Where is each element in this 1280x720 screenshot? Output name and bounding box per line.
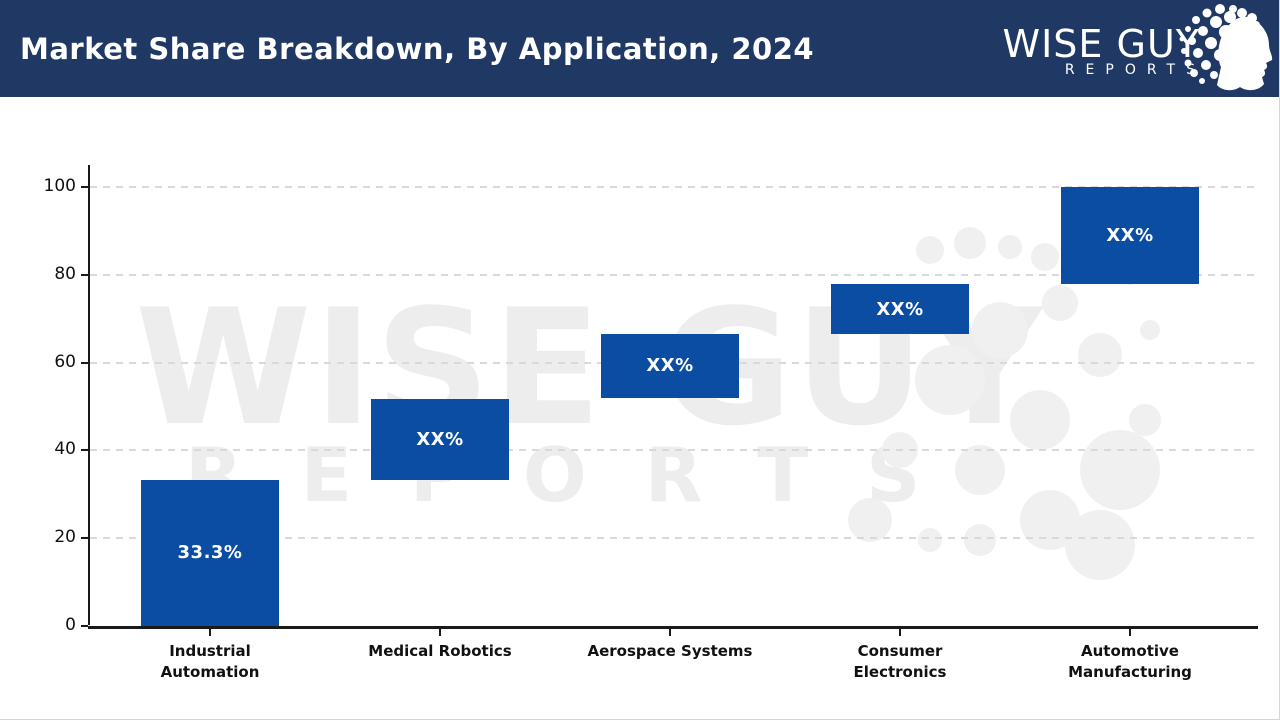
y-axis-line [88,165,90,625]
y-tick-60 [81,361,88,364]
bar-segment: XX% [831,284,969,334]
x-category-label: Consumer Electronics [853,642,947,681]
bar-value-label: 33.3% [177,542,243,564]
y-tick-0 [81,625,88,627]
gridline-40 [90,449,1256,452]
gridline-80 [90,273,1256,276]
x-category-label: Automotive Manufacturing [1068,642,1192,681]
plot-area: 0 20 40 60 80 100 33.3% Industrial Automation XX… [0,97,1279,719]
logo-subtitle: REPORTS [1064,62,1206,78]
x-category-label: Aerospace Systems [587,642,753,660]
y-tick-label-0: 0 [65,615,76,635]
x-axis-line [88,626,1258,629]
header-bar: Market Share Breakdown, By Application, … [0,0,1279,97]
bar-value-label: XX% [646,355,694,377]
x-tick [209,629,211,636]
y-tick-100 [81,186,88,188]
y-tick-label-60: 60 [54,351,76,372]
wise-guy-reports-logo: WISE GUY REPORTS [1003,0,1273,97]
y-tick-label-20: 20 [54,527,76,548]
watermark-dotted-head [848,227,1161,580]
y-tick-80 [81,273,88,276]
x-category-label: Industrial Automation [160,642,260,681]
bar-segment: XX% [601,333,739,399]
x-tick [899,629,901,636]
dotted-head-icon [1179,4,1273,91]
bar-segment: XX% [371,398,509,480]
page-title: Market Share Breakdown, By Application, … [20,31,815,66]
y-tick-20 [81,537,88,540]
x-category-label: Medical Robotics [368,642,512,660]
logo-wordmark: WISE GUY [1002,22,1200,66]
y-tick-label-100: 100 [43,176,76,196]
x-tick [1129,629,1131,636]
bar-segment: 33.3% [141,479,279,626]
y-tick-label-40: 40 [54,439,76,460]
bar-value-label: XX% [416,428,464,450]
x-tick [669,629,671,636]
bar-value-label: XX% [876,298,924,320]
x-tick [439,629,441,636]
y-tick-label-80: 80 [54,263,76,284]
gridline-100 [90,186,1256,188]
y-tick-40 [81,449,88,452]
bar-value-label: XX% [1106,225,1154,247]
gridline-20 [90,537,1256,540]
bar-segment: XX% [1061,187,1199,285]
